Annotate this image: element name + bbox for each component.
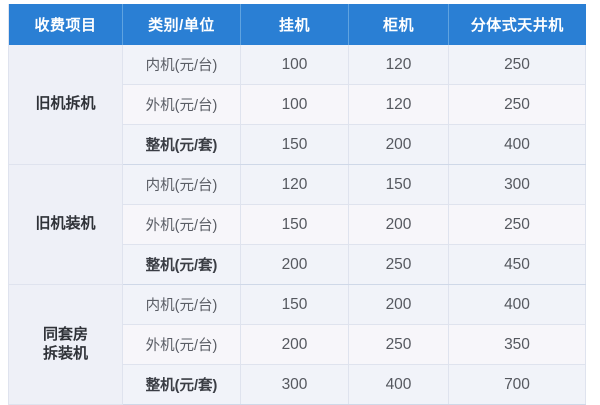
- column-header-category: 类别/单位: [122, 4, 241, 45]
- price-cell: 250: [348, 324, 449, 365]
- price-table-container: 收费项目 类别/单位 挂机 柜机 分体式天井机 旧机拆机 内机(元/台) 100 12…: [8, 4, 586, 405]
- price-cell: 400: [448, 284, 586, 325]
- table-row: 整机(元/套) 300 400 700: [9, 364, 586, 405]
- category-cell: 外机(元/台): [122, 324, 241, 365]
- price-cell: 300: [448, 164, 586, 205]
- price-cell: 200: [348, 204, 449, 245]
- table-row: 外机(元/台) 200 250 350: [9, 324, 586, 365]
- price-cell: 400: [448, 124, 586, 165]
- group-name-cell: 旧机拆机: [8, 45, 123, 165]
- table-row: 整机(元/套) 150 200 400: [9, 124, 586, 165]
- table-header: 收费项目 类别/单位 挂机 柜机 分体式天井机: [8, 4, 586, 45]
- column-header-item: 收费项目: [8, 4, 123, 45]
- category-cell: 整机(元/套): [122, 244, 241, 285]
- price-cell: 200: [240, 244, 349, 285]
- category-cell: 外机(元/台): [122, 204, 241, 245]
- price-cell: 150: [240, 204, 349, 245]
- table-row: 旧机装机 内机(元/台) 120 150 300: [8, 164, 586, 285]
- table-body: 旧机拆机 内机(元/台) 100 120 250 外机(元/台) 100 120 250 整机(元…: [8, 45, 586, 405]
- price-cell: 200: [348, 284, 449, 325]
- price-cell: 200: [240, 324, 349, 365]
- price-cell: 250: [448, 204, 586, 245]
- category-cell: 整机(元/套): [122, 364, 241, 405]
- price-cell: 250: [348, 244, 449, 285]
- group-name-cell: 同套房 拆装机: [8, 284, 123, 405]
- column-header-wall: 挂机: [240, 4, 349, 45]
- price-cell: 120: [240, 164, 349, 205]
- table-row: 同套房 拆装机 内机(元/台) 150 200 400: [8, 284, 586, 405]
- price-cell: 200: [348, 124, 449, 165]
- table-row: 整机(元/套) 200 250 450: [9, 244, 586, 285]
- price-cell: 250: [448, 45, 586, 85]
- price-cell: 450: [448, 244, 586, 285]
- price-cell: 100: [240, 45, 349, 85]
- price-cell: 350: [448, 324, 586, 365]
- category-cell: 外机(元/台): [122, 84, 241, 125]
- price-cell: 250: [448, 84, 586, 125]
- group-name-cell: 旧机装机: [8, 164, 123, 285]
- column-header-ceiling: 分体式天井机: [448, 4, 586, 45]
- category-cell: 内机(元/台): [122, 164, 241, 205]
- price-table: 收费项目 类别/单位 挂机 柜机 分体式天井机 旧机拆机 内机(元/台) 100 12…: [8, 4, 586, 405]
- column-header-cabinet: 柜机: [348, 4, 449, 45]
- table-row: 外机(元/台) 150 200 250: [9, 204, 586, 245]
- category-cell: 内机(元/台): [122, 284, 241, 325]
- table-row: 旧机拆机 内机(元/台) 100 120 250: [8, 45, 586, 165]
- header-row: 收费项目 类别/单位 挂机 柜机 分体式天井机: [8, 4, 586, 45]
- price-cell: 100: [240, 84, 349, 125]
- price-cell: 700: [448, 364, 586, 405]
- price-cell: 150: [240, 284, 349, 325]
- price-cell: 120: [348, 45, 449, 85]
- price-cell: 150: [240, 124, 349, 165]
- table-row: 外机(元/台) 100 120 250: [9, 84, 586, 125]
- price-cell: 150: [348, 164, 449, 205]
- price-cell: 400: [348, 364, 449, 405]
- price-cell: 120: [348, 84, 449, 125]
- category-cell: 内机(元/台): [122, 45, 241, 85]
- price-cell: 300: [240, 364, 349, 405]
- category-cell: 整机(元/套): [122, 124, 241, 165]
